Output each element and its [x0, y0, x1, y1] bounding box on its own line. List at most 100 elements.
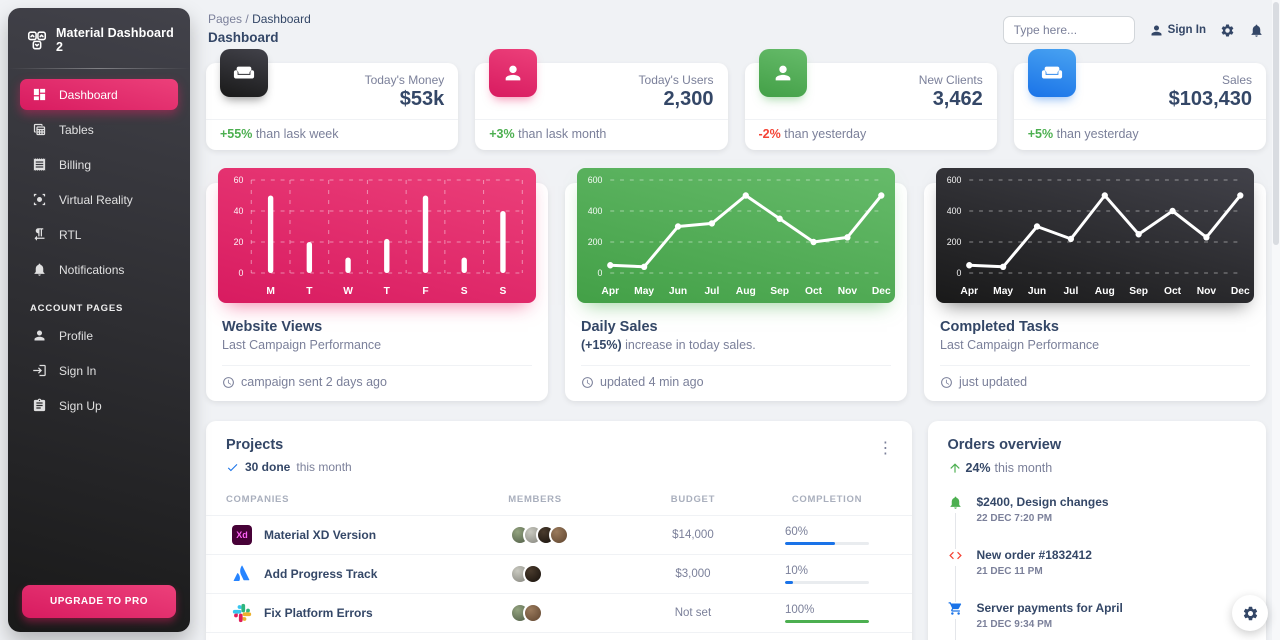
- timeline-item[interactable]: Server payments for April 21 DEC 9:34 PM: [948, 601, 1247, 640]
- budget-value: $14,000: [643, 515, 743, 555]
- completed-tasks-card: Apr May Jun Jul Aug Sep Oct Nov Dec 0 200 400 600 Co…: [924, 168, 1266, 401]
- svg-text:W: W: [343, 286, 353, 297]
- column-header-completion: COMPLETION: [742, 484, 912, 516]
- svg-text:May: May: [634, 286, 654, 297]
- sidebar-item-label: Notifications: [59, 262, 125, 277]
- projects-done-line: 30 done this month: [226, 460, 892, 474]
- daily-sales-chart-panel: Apr May Jun Jul Aug Sep Oct Nov Dec 0 200 400 600: [577, 168, 895, 303]
- sidebar-item-rtl[interactable]: RTL: [20, 219, 178, 250]
- brand-logo-icon: [26, 29, 48, 51]
- avatar[interactable]: [523, 564, 544, 584]
- main-content: Pages / Dashboard Dashboard Sign In Toda…: [206, 0, 1266, 640]
- search-input[interactable]: [1002, 16, 1135, 44]
- svg-text:400: 400: [588, 206, 603, 216]
- sidebar-account-nav: Profile Sign In Sign Up: [8, 318, 190, 423]
- stat-card-todays-users: Today's Users 2,300 +3% than lask month: [475, 49, 728, 150]
- bell-icon: [948, 495, 963, 510]
- svg-text:Jun: Jun: [669, 286, 687, 297]
- floating-settings-button[interactable]: [1232, 595, 1268, 631]
- table-row[interactable]: Add Progress Track $3,000 10%: [206, 554, 912, 594]
- column-header-companies: COMPANIES: [206, 484, 503, 516]
- avatar[interactable]: [549, 525, 570, 545]
- stat-label: Sales: [1221, 73, 1252, 87]
- sidebar-item-label: Sign In: [59, 363, 97, 378]
- sidebar-nav: Dashboard Tables Billing Virtual Reality…: [8, 77, 190, 287]
- svg-text:600: 600: [588, 175, 603, 185]
- svg-text:400: 400: [947, 206, 962, 216]
- orders-subtitle: 24% this month: [948, 461, 1247, 475]
- sidebar-section-label: ACCOUNT PAGES: [30, 303, 124, 314]
- progress-fill: [785, 580, 794, 584]
- notifications-bell-icon[interactable]: [1249, 23, 1264, 38]
- breadcrumb-root[interactable]: Pages: [208, 12, 243, 26]
- completion-label: 100%: [785, 603, 815, 616]
- svg-text:Nov: Nov: [838, 286, 858, 297]
- sidebar-item-dashboard[interactable]: Dashboard: [20, 79, 178, 110]
- svg-text:Dec: Dec: [872, 286, 891, 297]
- clock-icon: [581, 376, 594, 389]
- table-row[interactable]: Xd Material XD Version $14,000 60%: [206, 515, 912, 555]
- timeline-item-title: $2400, Design changes: [976, 495, 1109, 509]
- sign-in-label: Sign In: [1167, 24, 1206, 36]
- svg-text:Jul: Jul: [1063, 286, 1078, 297]
- bottom-row: Projects 30 done this month ⋮ COMPANIES …: [206, 421, 1266, 640]
- sidebar-item-tables[interactable]: Tables: [20, 114, 178, 145]
- more-options-icon[interactable]: ⋮: [877, 440, 894, 457]
- scrollbar-thumb[interactable]: [1273, 2, 1279, 246]
- svg-text:T: T: [384, 286, 391, 297]
- table-row[interactable]: Fix Platform Errors Not set 100%: [206, 593, 912, 633]
- sidebar-item-notifications[interactable]: Notifications: [20, 254, 178, 285]
- timeline-item[interactable]: New order #1832412 21 DEC 11 PM: [948, 548, 1247, 602]
- brand[interactable]: Material Dashboard 2: [8, 8, 190, 68]
- stat-note: than lask week: [255, 127, 339, 141]
- timeline-item[interactable]: $2400, Design changes 22 DEC 7:20 PM: [948, 495, 1247, 549]
- sidebar-divider: [8, 68, 190, 69]
- settings-gear-icon[interactable]: [1220, 23, 1235, 38]
- upgrade-to-pro-button[interactable]: UPGRADE TO PRO: [22, 585, 176, 618]
- svg-text:Jul: Jul: [704, 286, 719, 297]
- breadcrumb-separator: /: [245, 12, 249, 26]
- sidebar-item-sign-in[interactable]: Sign In: [20, 355, 178, 386]
- svg-text:60: 60: [234, 175, 244, 185]
- svg-text:Jun: Jun: [1028, 286, 1046, 297]
- project-name: Fix Platform Errors: [264, 606, 373, 620]
- stat-footer: +5% than yesterday: [1028, 120, 1252, 150]
- divider: [581, 365, 891, 366]
- chart-footer-text: just updated: [959, 375, 1028, 389]
- orders-overview-card: Orders overview 24% this month $2400, De…: [927, 421, 1266, 640]
- svg-text:Oct: Oct: [805, 286, 823, 297]
- divider: [744, 119, 997, 120]
- svg-text:Apr: Apr: [960, 286, 978, 297]
- stat-card-todays-money: Today's Money $53k +55% than lask week: [206, 49, 459, 150]
- stat-value: $53k: [399, 88, 445, 110]
- svg-text:Sep: Sep: [1129, 286, 1148, 297]
- sidebar-item-label: Profile: [59, 328, 94, 343]
- sidebar-item-billing[interactable]: Billing: [20, 149, 178, 180]
- sign-in-link[interactable]: Sign In: [1149, 23, 1206, 38]
- completion-label: 10%: [785, 564, 809, 577]
- avatar[interactable]: [523, 603, 544, 623]
- slack-icon: [232, 603, 252, 623]
- projects-done-count: 30 done: [245, 460, 291, 474]
- svg-text:S: S: [461, 286, 468, 297]
- chart-title: Daily Sales: [581, 319, 658, 335]
- projects-card: Projects 30 done this month ⋮ COMPANIES …: [206, 421, 912, 640]
- page-scrollbar[interactable]: [1272, 0, 1280, 640]
- chart-subtitle: Last Campaign Performance: [222, 338, 382, 352]
- svg-text:May: May: [993, 286, 1013, 297]
- svg-text:200: 200: [947, 237, 962, 247]
- sidebar-item-label: Sign Up: [59, 398, 102, 413]
- page-title: Dashboard: [208, 30, 279, 45]
- sidebar-item-sign-up[interactable]: Sign Up: [20, 390, 178, 421]
- sidebar-item-virtual-reality[interactable]: Virtual Reality: [20, 184, 178, 215]
- stat-note: than lask month: [518, 127, 607, 141]
- orders-delta: 24%: [965, 461, 991, 475]
- stat-label: Today's Users: [638, 73, 714, 87]
- members-avatars: [508, 525, 637, 545]
- orders-timeline: $2400, Design changes 22 DEC 7:20 PM New…: [948, 495, 1247, 640]
- completed-tasks-line-chart: Apr May Jun Jul Aug Sep Oct Nov Dec 0 200 400 600: [947, 175, 1250, 297]
- sidebar-item-profile[interactable]: Profile: [20, 320, 178, 351]
- column-header-budget: BUDGET: [643, 484, 743, 516]
- daily-sales-card: Apr May Jun Jul Aug Sep Oct Nov Dec 0 200 400 600 Da…: [565, 168, 907, 401]
- stat-delta: -2%: [758, 127, 781, 141]
